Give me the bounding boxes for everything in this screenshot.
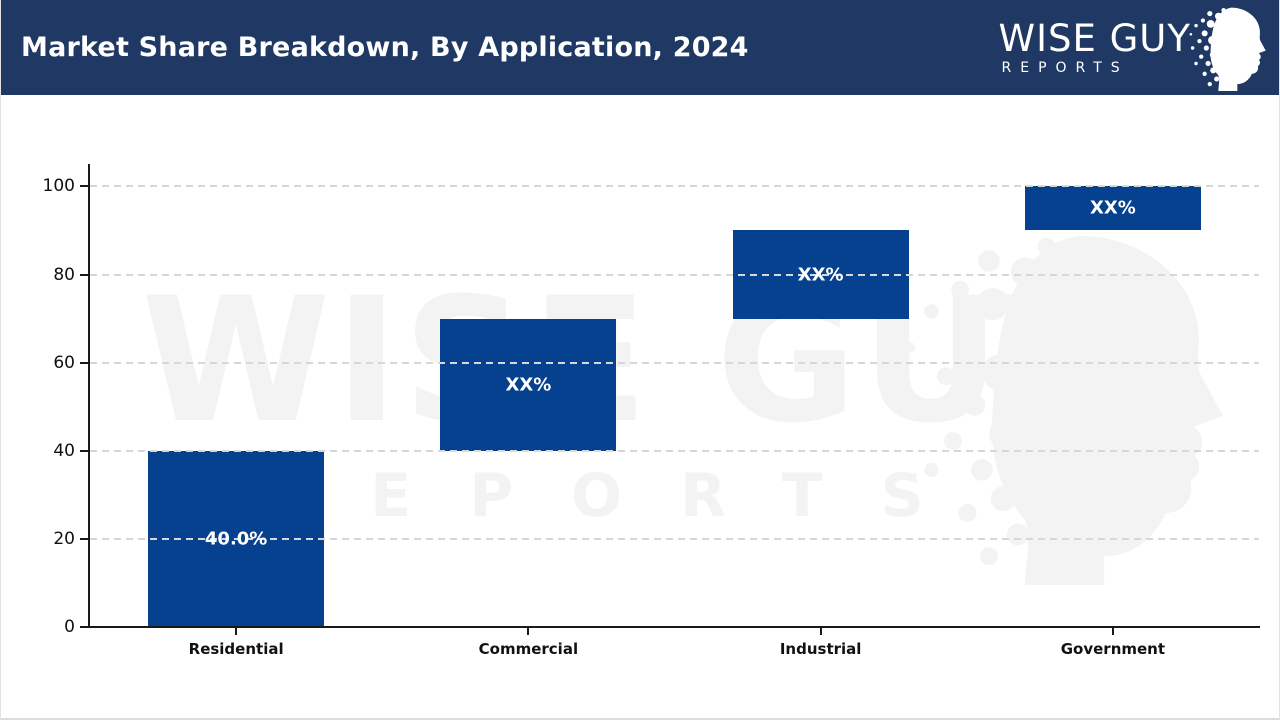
watermark-face-icon (904, 235, 1223, 585)
brand-wordmark: WISE GUY (998, 17, 1191, 60)
bar-value-label: 40.0% (204, 528, 268, 550)
gridline (90, 273, 1259, 276)
x-tick-label: Residential (188, 640, 284, 658)
x-tick-label: Government (1060, 640, 1166, 658)
x-tick (527, 628, 530, 635)
y-tick-label: 100 (42, 176, 75, 197)
gridline (90, 537, 1259, 540)
gridline (90, 185, 1259, 188)
bar-value-label: XX% (1089, 197, 1136, 219)
x-axis-line (87, 626, 1260, 628)
y-tick (80, 537, 88, 540)
y-axis-line (88, 164, 90, 628)
bar-value-label: XX% (797, 264, 844, 286)
gridline (90, 449, 1259, 452)
y-tick-label: 20 (53, 528, 75, 549)
bar-value-label: XX% (505, 374, 552, 396)
watermark-subtext: REPORTS (141, 461, 1133, 531)
x-tick-label: Industrial (779, 640, 862, 658)
y-tick (80, 361, 88, 364)
y-tick (80, 185, 88, 188)
y-tick-label: 0 (64, 617, 75, 637)
watermark: WISE GUY REPORTS (1, 95, 1279, 655)
y-tick (80, 626, 88, 628)
chart-title: Market Share Breakdown, By Application, … (21, 32, 749, 63)
brand-face-icon (1189, 7, 1266, 91)
gridline (90, 361, 1259, 364)
y-tick (80, 449, 88, 452)
header-banner: Market Share Breakdown, By Application, … (1, 0, 1279, 95)
x-tick (235, 628, 238, 635)
bar-government (1024, 186, 1201, 231)
brand-subtext: REPORTS (1001, 60, 1129, 76)
y-tick-label: 80 (53, 264, 75, 285)
y-tick-label: 40 (53, 440, 75, 461)
x-tick (819, 628, 822, 635)
bar-commercial (440, 318, 617, 451)
x-tick-label: Commercial (478, 640, 579, 658)
y-tick-label: 60 (53, 352, 75, 373)
brand-logo-text: WISE GUY REPORTS (999, 20, 1191, 76)
brand-logo: WISE GUY REPORTS (999, 4, 1275, 92)
watermark-text: WISE GUY REPORTS (141, 275, 1133, 532)
watermark-wordmark: WISE GUY (141, 275, 1133, 447)
y-tick (80, 273, 88, 276)
x-tick (1111, 628, 1114, 635)
